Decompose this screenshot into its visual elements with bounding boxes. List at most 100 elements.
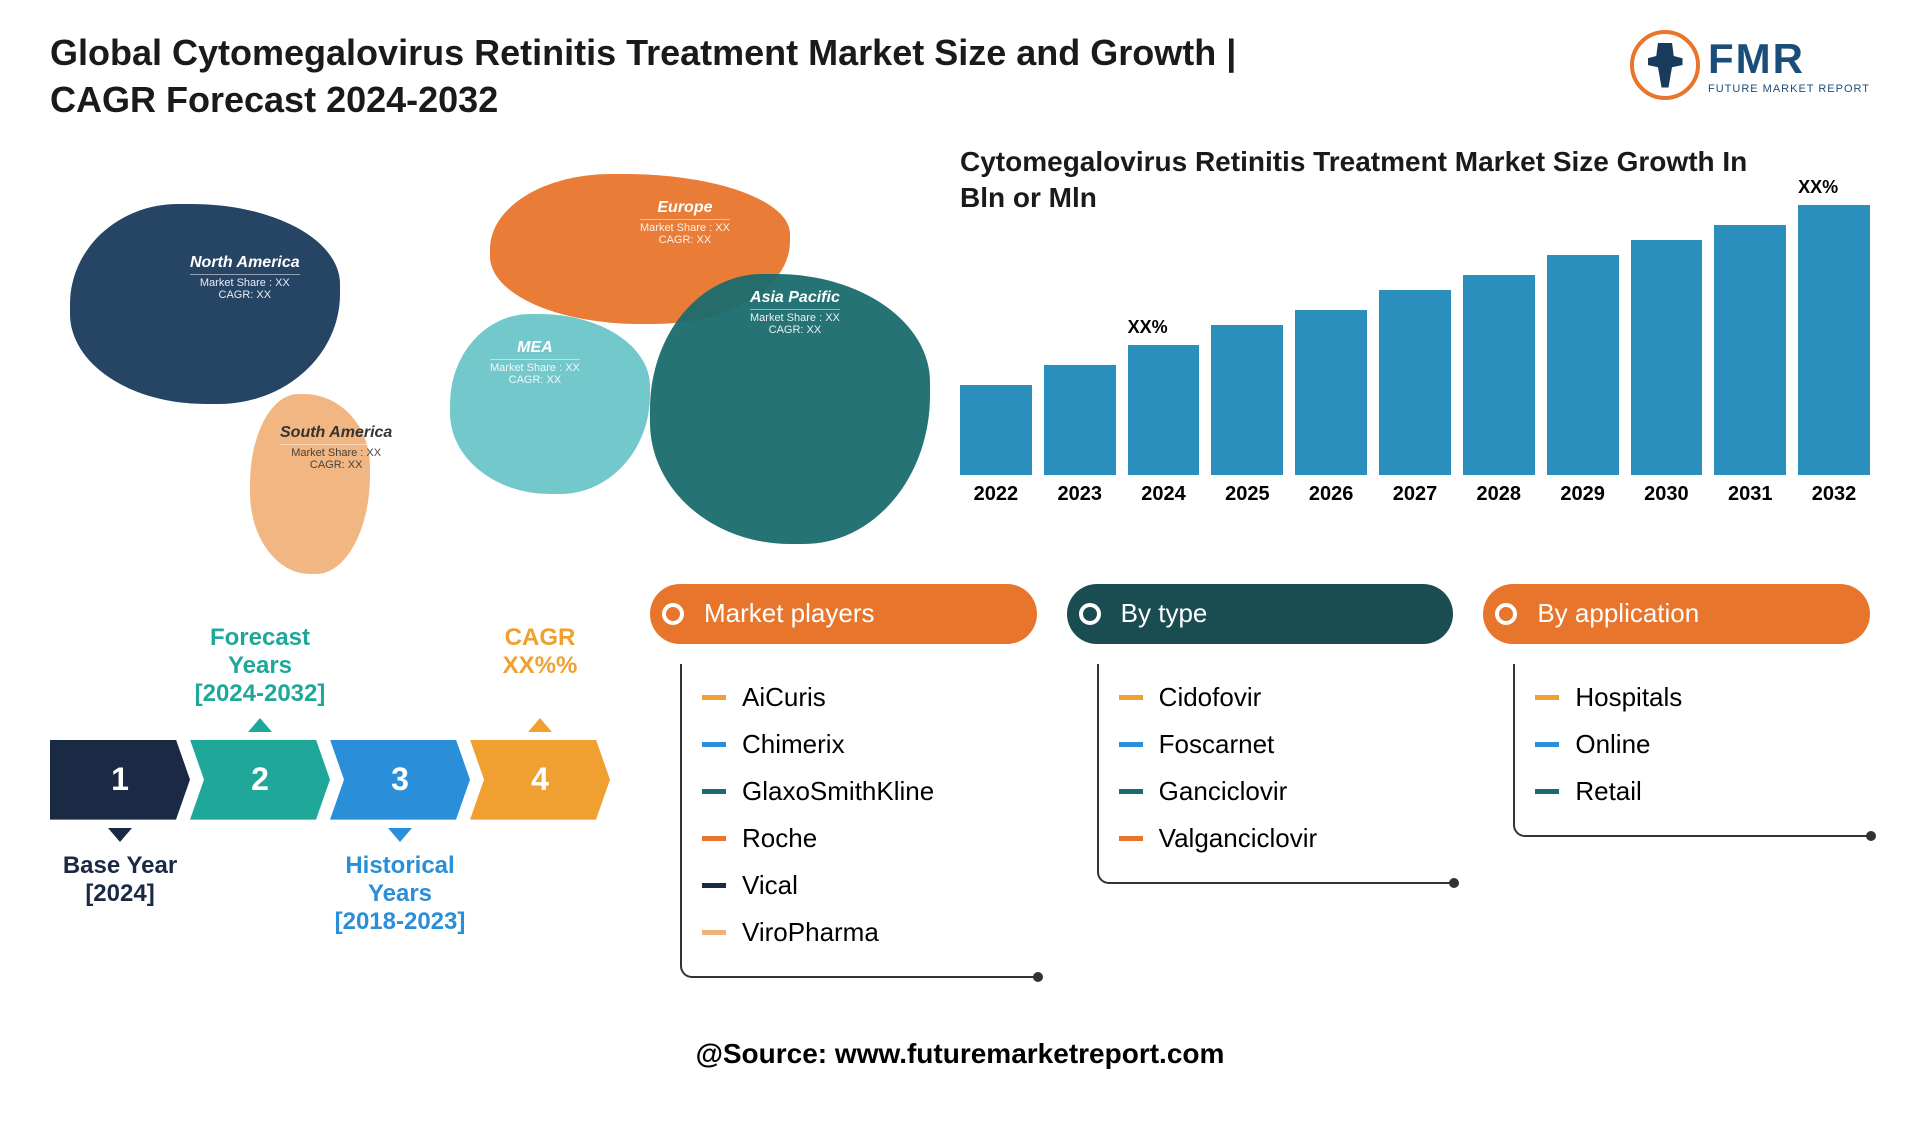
region-label: South AmericaMarket Share : XXCAGR: XX: [280, 424, 392, 471]
timeline-bottom-label: [190, 852, 330, 936]
info-column: By typeCidofovirFoscarnetGanciclovirValg…: [1067, 584, 1454, 978]
bar-group: 2023: [1044, 365, 1116, 506]
info-item: Hospitals: [1515, 674, 1870, 721]
bar: [1463, 275, 1535, 475]
info-header: By application: [1483, 584, 1870, 644]
region-label: MEAMarket Share : XXCAGR: XX: [490, 339, 580, 386]
bar-group: 2027: [1379, 290, 1451, 506]
info-item-text: ViroPharma: [742, 917, 879, 948]
info-item-text: Chimerix: [742, 729, 845, 760]
timeline-segment: 3: [330, 740, 470, 820]
chart-title: Cytomegalovirus Retinitis Treatment Mark…: [960, 144, 1870, 217]
dash-icon: [1535, 789, 1559, 794]
bar-annotation: XX%: [1798, 177, 1838, 198]
bar-year-label: 2025: [1225, 483, 1270, 506]
bar-group: 2030: [1631, 240, 1703, 506]
bar-year-label: 2023: [1057, 483, 1102, 506]
bar-group: 2025: [1211, 325, 1283, 506]
region-label: North AmericaMarket Share : XXCAGR: XX: [190, 254, 300, 301]
bar-group: XX%2024: [1128, 345, 1200, 506]
timeline-arrows-top: [50, 718, 610, 732]
arrow-up-icon: [330, 718, 470, 732]
top-section: North AmericaMarket Share : XXCAGR: XX So…: [50, 144, 1870, 544]
dash-icon: [1119, 836, 1143, 841]
dash-icon: [1119, 695, 1143, 700]
info-item: AiCuris: [682, 674, 1037, 721]
info-item: Foscarnet: [1099, 721, 1454, 768]
timeline-top-label: [50, 624, 190, 708]
bar-group: XX%2032: [1798, 205, 1870, 506]
info-item: Valganciclovir: [1099, 815, 1454, 862]
bar: [1295, 310, 1367, 475]
bar: [1379, 290, 1451, 475]
info-item-text: Retail: [1575, 776, 1641, 807]
arrow-up-icon: [470, 718, 610, 732]
info-list: CidofovirFoscarnetGanciclovirValganciclo…: [1097, 664, 1454, 884]
timeline-bottom-label: Historical Years[2018-2023]: [330, 852, 470, 936]
bar-group: 2029: [1547, 255, 1619, 506]
dash-icon: [702, 836, 726, 841]
bar: [1714, 225, 1786, 475]
circle-icon: [662, 603, 684, 625]
bar-year-label: 2028: [1477, 483, 1522, 506]
arrow-up-icon: [190, 718, 330, 732]
timeline-top-label: CAGRXX%%: [470, 624, 610, 708]
bar-year-label: 2022: [974, 483, 1019, 506]
info-header: Market players: [650, 584, 1037, 644]
region-north-america: [70, 204, 340, 404]
info-item: ViroPharma: [682, 909, 1037, 956]
page-title: Global Cytomegalovirus Retinitis Treatme…: [50, 30, 1350, 124]
bar: XX%: [1128, 345, 1200, 475]
dash-icon: [702, 695, 726, 700]
region-label: EuropeMarket Share : XXCAGR: XX: [640, 199, 730, 246]
region-south-america: [250, 394, 370, 574]
bar-annotation: XX%: [1128, 317, 1168, 338]
bar: [1547, 255, 1619, 475]
info-header-text: By type: [1121, 598, 1208, 629]
info-item: Retail: [1515, 768, 1870, 815]
bar-year-label: 2027: [1393, 483, 1438, 506]
bar: [1044, 365, 1116, 475]
bar-year-label: 2032: [1812, 483, 1857, 506]
arrow-down-icon: [330, 828, 470, 842]
dash-icon: [1119, 742, 1143, 747]
info-item-text: Cidofovir: [1159, 682, 1262, 713]
bar-group: 2031: [1714, 225, 1786, 506]
timeline-segment: 2: [190, 740, 330, 820]
info-item-text: Foscarnet: [1159, 729, 1275, 760]
info-item-text: AiCuris: [742, 682, 826, 713]
info-list: AiCurisChimerixGlaxoSmithKlineRocheVical…: [680, 664, 1037, 978]
bar-year-label: 2026: [1309, 483, 1354, 506]
logo-main-text: FMR: [1708, 35, 1870, 83]
logo-text-group: FMR FUTURE MARKET REPORT: [1708, 35, 1870, 95]
circle-icon: [1495, 603, 1517, 625]
logo-icon: [1630, 30, 1700, 100]
source-line: @Source: www.futuremarketreport.com: [50, 1038, 1870, 1070]
bar: [1211, 325, 1283, 475]
info-item: Cidofovir: [1099, 674, 1454, 721]
timeline-bottom-labels: Base Year[2024]Historical Years[2018-202…: [50, 852, 610, 936]
info-item-text: Roche: [742, 823, 817, 854]
circle-icon: [1079, 603, 1101, 625]
bar-year-label: 2031: [1728, 483, 1773, 506]
arrow-down-icon: [190, 828, 330, 842]
bar-group: 2028: [1463, 275, 1535, 506]
info-item-text: Online: [1575, 729, 1650, 760]
bar-year-label: 2029: [1560, 483, 1605, 506]
timeline-bottom-label: [470, 852, 610, 936]
dash-icon: [702, 789, 726, 794]
info-column: Market players AiCuris Chimerix GlaxoSmithK…: [650, 584, 1037, 978]
timeline-segment: 1: [50, 740, 190, 820]
arrow-up-icon: [50, 718, 190, 732]
dash-icon: [702, 883, 726, 888]
logo: FMR FUTURE MARKET REPORT: [1630, 30, 1870, 100]
timeline: Forecast Years[2024-2032]CAGRXX%% 1234 B…: [50, 584, 610, 936]
arrow-down-icon: [50, 828, 190, 842]
info-item: Roche: [682, 815, 1037, 862]
timeline-top-labels: Forecast Years[2024-2032]CAGRXX%%: [50, 624, 610, 708]
logo-sub-text: FUTURE MARKET REPORT: [1708, 83, 1870, 95]
info-item: Online: [1515, 721, 1870, 768]
bar-chart-container: Cytomegalovirus Retinitis Treatment Mark…: [960, 144, 1870, 544]
dash-icon: [702, 742, 726, 747]
info-item: GlaxoSmithKline: [682, 768, 1037, 815]
